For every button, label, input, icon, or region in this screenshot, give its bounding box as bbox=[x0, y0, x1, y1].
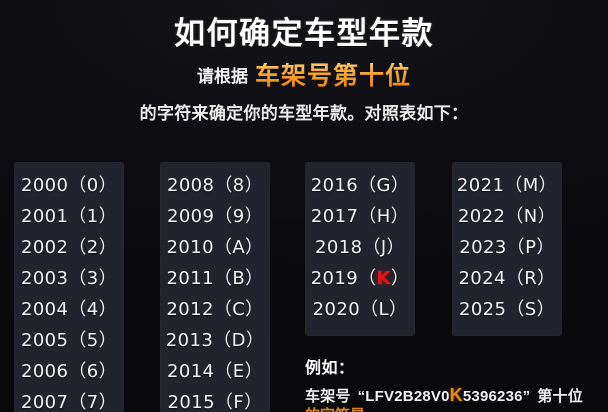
table-row: 2015（F） bbox=[160, 387, 270, 412]
tagline: 的字符来确定你的车型年款。对照表如下： bbox=[139, 104, 469, 123]
year-column-2: 2008（8） 2009（9） 2010（A） 2011（B） 2012（C） … bbox=[160, 162, 270, 412]
row-text: 2009（9） bbox=[166, 206, 264, 227]
paren-close: ） bbox=[390, 268, 410, 289]
subtitle-accent: 车架号第十位 bbox=[254, 62, 411, 90]
table-row: 2009（9） bbox=[160, 201, 270, 232]
row-text: 2015（F） bbox=[167, 392, 263, 412]
table-row: 2004（4） bbox=[14, 294, 124, 325]
table-row: 2007（7） bbox=[14, 387, 124, 412]
row-text: 2014（E） bbox=[167, 361, 263, 382]
table-row: 2005（5） bbox=[14, 325, 124, 356]
row-text: 2010（A） bbox=[166, 237, 264, 258]
table-row: 2020（L） bbox=[305, 294, 415, 325]
row-text: 2021（M） bbox=[456, 175, 558, 196]
vin-before: “LFV2B28V0 bbox=[357, 388, 450, 405]
example-next-line-partial: 的字符是 bbox=[305, 406, 365, 412]
table-row: 2006（6） bbox=[14, 356, 124, 387]
example-prefix: 车架号 bbox=[305, 388, 351, 405]
row-text: 2018（J） bbox=[315, 237, 405, 258]
table-row: 2016（G） bbox=[305, 170, 415, 201]
table-row: 2018（J） bbox=[305, 232, 415, 263]
vin-highlight-char: K bbox=[449, 385, 463, 405]
row-text: 2016（G） bbox=[310, 175, 410, 196]
row-text: 2022（N） bbox=[457, 206, 557, 227]
table-row: 2017（H） bbox=[305, 201, 415, 232]
page-title: 如何确定车型年款 bbox=[174, 16, 434, 51]
row-year: 2019 bbox=[310, 268, 359, 289]
subtitle-lead: 请根据 bbox=[196, 67, 248, 86]
table-row: 2012（C） bbox=[160, 294, 270, 325]
table-row: 2014（E） bbox=[160, 356, 270, 387]
table-row: 2011（B） bbox=[160, 263, 270, 294]
table-row: 2003（3） bbox=[14, 263, 124, 294]
row-code-highlight: K bbox=[376, 268, 391, 289]
row-text: 2007（7） bbox=[20, 392, 118, 412]
row-text: 2001（1） bbox=[20, 206, 118, 227]
row-text: 2002（2） bbox=[20, 237, 118, 258]
table-row: 2013（D） bbox=[160, 325, 270, 356]
row-text: 2023（P） bbox=[459, 237, 555, 258]
table-row: 2010（A） bbox=[160, 232, 270, 263]
table-row: 2002（2） bbox=[14, 232, 124, 263]
row-text: 2000（0） bbox=[20, 175, 118, 196]
year-code-table: 2000（0） 2001（1） 2002（2） 2003（3） 2004（4） … bbox=[0, 162, 608, 412]
example-label: 例如： bbox=[305, 360, 355, 377]
row-text: 2008（8） bbox=[166, 175, 264, 196]
subtitle: 请根据 车架号第十位 bbox=[0, 53, 608, 91]
table-row: 2023（P） bbox=[452, 232, 562, 263]
row-text: 2005（5） bbox=[20, 330, 118, 351]
table-row: 2000（0） bbox=[14, 170, 124, 201]
row-text: 2020（L） bbox=[312, 299, 408, 320]
header: 如何确定车型年款 请根据 车架号第十位 的字符来确定你的车型年款。对照表如下： bbox=[0, 0, 608, 152]
year-column-3: 2016（G） 2017（H） 2018（J） 2019（K） 2020（L） bbox=[305, 162, 415, 336]
table-row: 2024（R） bbox=[452, 263, 562, 294]
vin-after: 5396236” bbox=[462, 388, 531, 405]
table-row: 2008（8） bbox=[160, 170, 270, 201]
row-text: 2006（6） bbox=[20, 361, 118, 382]
row-text: 2004（4） bbox=[20, 299, 118, 320]
example-block: 例如： 车架号 “LFV2B28V0K5396236” 第十位 的字符是 bbox=[305, 358, 605, 412]
example-vin-line: 车架号 “LFV2B28V0K5396236” 第十位 bbox=[305, 385, 605, 407]
table-row: 2021（M） bbox=[452, 170, 562, 201]
example-suffix: 第十位 bbox=[537, 388, 583, 405]
table-row: 2022（N） bbox=[452, 201, 562, 232]
row-text: 2017（H） bbox=[310, 206, 410, 227]
row-text: 2013（D） bbox=[165, 330, 265, 351]
table-row-highlighted: 2019（K） bbox=[305, 263, 415, 294]
row-text: 2003（3） bbox=[20, 268, 118, 289]
row-text: 2025（S） bbox=[458, 299, 556, 320]
row-text: 2024（R） bbox=[458, 268, 556, 289]
table-row: 2001（1） bbox=[14, 201, 124, 232]
year-column-4: 2021（M） 2022（N） 2023（P） 2024（R） 2025（S） bbox=[452, 162, 562, 336]
table-row: 2025（S） bbox=[452, 294, 562, 325]
row-text: 2011（B） bbox=[166, 268, 264, 289]
year-column-1: 2000（0） 2001（1） 2002（2） 2003（3） 2004（4） … bbox=[14, 162, 124, 412]
paren-open: （ bbox=[358, 268, 377, 289]
row-text: 2012（C） bbox=[166, 299, 264, 320]
